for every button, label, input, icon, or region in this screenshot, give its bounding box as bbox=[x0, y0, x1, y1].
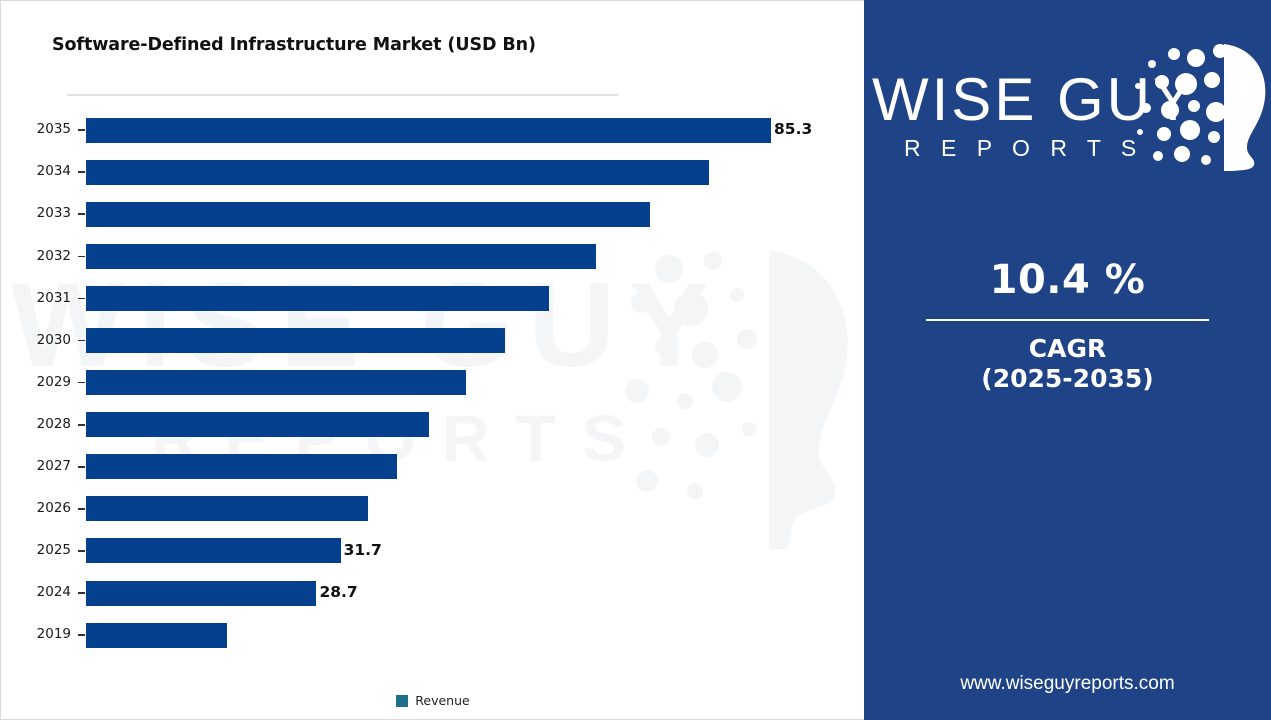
bar-revenue bbox=[86, 454, 397, 480]
y-axis-tick-mark bbox=[78, 550, 85, 552]
y-axis-tick-label: 2034 bbox=[36, 163, 71, 180]
y-axis-tick-mark bbox=[78, 381, 85, 384]
y-axis-tick-label: 2026 bbox=[36, 500, 71, 517]
brand-logo: WISE GUY R E P O R T S bbox=[864, 42, 1271, 172]
bar-row: 2024 28.7 bbox=[1, 572, 864, 614]
y-axis-tick-label: 2031 bbox=[36, 289, 71, 306]
cagr-divider bbox=[926, 319, 1209, 321]
cagr-block: 10.4 % CAGR (2025-2035) bbox=[864, 258, 1271, 393]
y-axis-tick-mark bbox=[78, 634, 85, 636]
bar-row: 2027 bbox=[1, 446, 864, 488]
y-axis-tick-mark bbox=[78, 339, 85, 342]
bar-revenue bbox=[86, 622, 228, 648]
brand-panel: WISE GUY R E P O R T S 10.4 % CAGR (2025… bbox=[864, 0, 1271, 720]
bar-revenue bbox=[86, 285, 550, 311]
cagr-value: 10.4 % bbox=[989, 257, 1146, 303]
bar-revenue bbox=[86, 243, 596, 269]
y-axis-tick-mark bbox=[78, 213, 85, 216]
y-axis-tick-label: 2019 bbox=[36, 626, 71, 643]
bar-row: 2032 bbox=[1, 235, 864, 277]
svg-text:WISE GUY: WISE GUY bbox=[872, 66, 1196, 133]
bar-row: 2034 bbox=[1, 151, 864, 193]
y-axis-tick-label: 2032 bbox=[36, 247, 71, 264]
bar-row: 2033 bbox=[1, 193, 864, 235]
y-axis-tick-label: 2035 bbox=[36, 121, 71, 138]
bar-row: 2029 bbox=[1, 362, 864, 404]
y-axis-tick-label: 2027 bbox=[36, 458, 71, 475]
page-title: Software-Defined Infrastructure Market (… bbox=[52, 35, 536, 55]
bar-row: 2030 bbox=[1, 319, 864, 361]
y-axis-tick-label: 2030 bbox=[36, 331, 71, 348]
y-axis-tick-mark bbox=[78, 508, 85, 510]
plot-area: 2035 85.3 2034 2033 2032 2031 2030 2029 2028 2027… bbox=[1, 109, 864, 657]
bar-revenue bbox=[86, 496, 368, 522]
bar-revenue bbox=[86, 538, 341, 564]
bar-revenue bbox=[86, 117, 771, 143]
legend-item-label: Revenue bbox=[415, 693, 470, 708]
y-axis-tick-mark bbox=[78, 171, 85, 173]
title-divider bbox=[67, 94, 618, 96]
y-axis-tick-label: 2029 bbox=[36, 373, 71, 390]
y-axis-tick-label: 2033 bbox=[36, 205, 71, 222]
svg-text:R E P O R T S: R E P O R T S bbox=[904, 135, 1143, 161]
legend-swatch-icon bbox=[396, 694, 409, 707]
bar-value-label: 85.3 bbox=[774, 120, 813, 139]
y-axis-tick-label: 2024 bbox=[36, 584, 71, 601]
bar-row: 2025 31.7 bbox=[1, 530, 864, 572]
bar-row: 2028 bbox=[1, 404, 864, 446]
bar-revenue bbox=[86, 201, 650, 227]
chart-panel: WISE GUY REPORTS Software-Defined Infras… bbox=[0, 0, 864, 720]
bar-revenue bbox=[86, 159, 710, 185]
bar-value-label: 31.7 bbox=[343, 541, 382, 560]
site-url[interactable]: www.wiseguyreports.com bbox=[960, 673, 1175, 694]
y-axis-tick-mark bbox=[78, 592, 85, 594]
bar-row: 2026 bbox=[1, 488, 864, 530]
cagr-label: CAGR (2025-2035) bbox=[981, 334, 1154, 393]
bar-row: 2019 bbox=[1, 614, 864, 656]
y-axis-tick-label: 2025 bbox=[36, 542, 71, 559]
y-axis-tick-mark bbox=[78, 129, 85, 131]
y-axis-tick-mark bbox=[78, 255, 85, 258]
bar-row: 2031 bbox=[1, 277, 864, 319]
bar-revenue bbox=[86, 580, 317, 606]
bar-revenue bbox=[86, 370, 466, 396]
y-axis-tick-mark bbox=[78, 466, 85, 468]
y-axis-tick-label: 2028 bbox=[36, 415, 71, 432]
y-axis-tick-mark bbox=[78, 423, 85, 426]
bar-revenue bbox=[86, 412, 429, 438]
y-axis-tick-mark bbox=[78, 297, 85, 300]
bar-value-label: 28.7 bbox=[319, 583, 358, 602]
bar-revenue bbox=[86, 328, 506, 354]
chart-legend: Revenue bbox=[1, 693, 864, 708]
bar-row: 2035 85.3 bbox=[1, 109, 864, 151]
